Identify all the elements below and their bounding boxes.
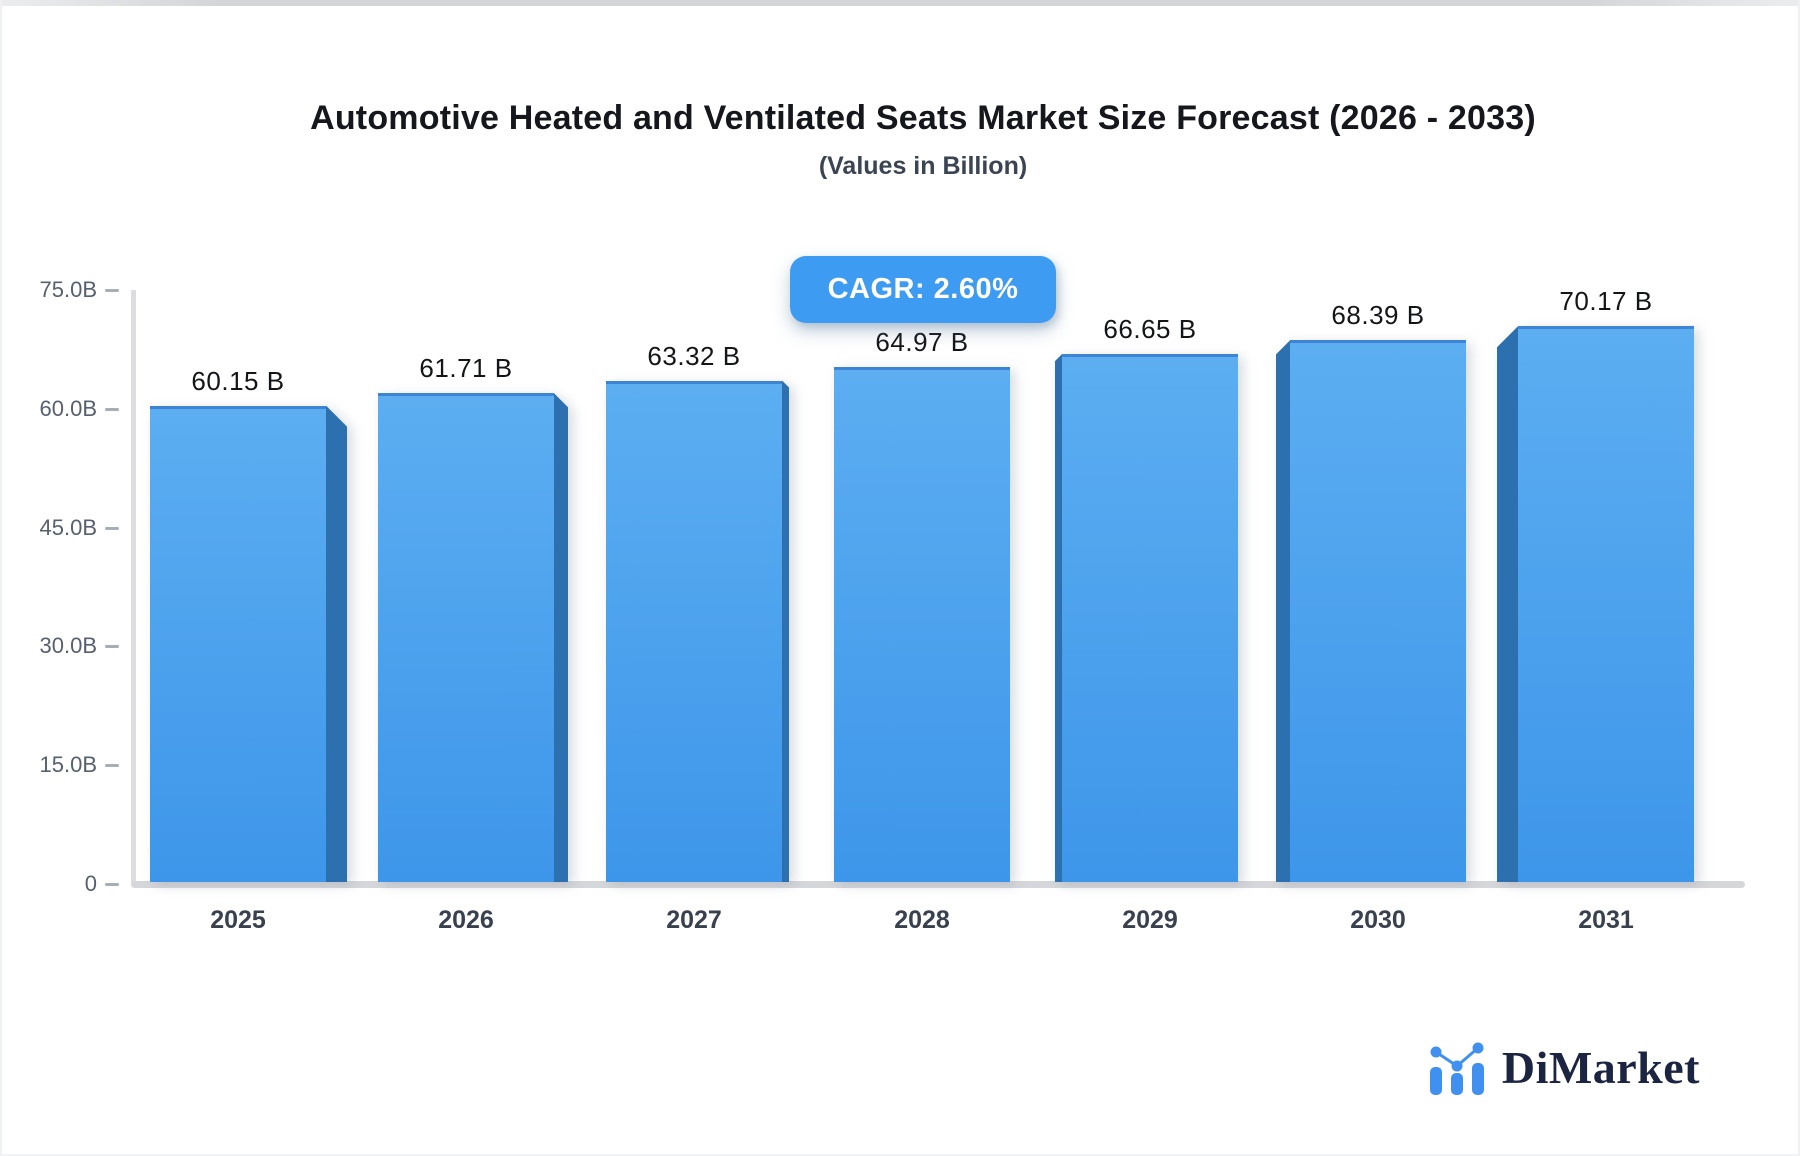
x-tick-label: 2025 [210,906,266,934]
y-tick-mark [105,764,119,768]
top-border [0,0,1800,6]
x-tick-label: 2030 [1350,906,1406,934]
bottom-border [0,1154,1800,1156]
y-tick-mark [105,526,119,530]
brand-name: DiMarket [1501,1042,1700,1093]
x-tick-label: 2029 [1122,906,1178,934]
bar-side-face [554,393,568,882]
cagr-badge-wrap: CAGR: 2.60% [46,256,1800,323]
bar[interactable] [606,380,782,882]
bar[interactable] [1062,354,1238,882]
bar-group [378,393,568,882]
left-border [0,0,2,1156]
bar-value-label: 61.71 B [419,353,513,384]
bar-side-face [1055,354,1062,882]
bar-group [606,380,789,882]
chart-title: Automotive Heated and Ventilated Seats M… [310,99,1536,137]
bar-group [1276,340,1466,882]
bar[interactable] [378,393,554,882]
bar[interactable] [1518,326,1694,882]
bar-value-label: 68.39 B [1331,300,1425,331]
bar-value-label: 70.17 B [1559,286,1653,317]
y-tick-label: 0 [84,871,97,896]
x-tick-label: 2028 [894,906,950,934]
y-tick-mark [105,407,119,411]
bar-side-face [1276,340,1290,882]
bar-group [834,367,1010,882]
right-border [1798,0,1800,1156]
bar-side-face [1497,326,1518,882]
bar-value-label: 60.15 B [191,365,285,396]
bar[interactable] [1290,340,1466,882]
chart-subtitle: (Values in Billion) [818,152,1028,180]
bar-group [1497,326,1694,882]
y-axis-line [131,290,136,884]
x-tick-label: 2026 [438,906,494,934]
bar-side-face [782,380,789,882]
bar-value-label: 63.32 B [647,340,741,371]
y-tick-mark [105,883,119,886]
y-tick-label: 75.0B [39,277,98,302]
bar-line-chart-icon [1425,1036,1489,1100]
brand-logo[interactable]: DiMarket [1425,1036,1700,1100]
bar[interactable] [150,405,326,882]
x-tick-label: 2031 [1578,906,1634,934]
bar-value-label: 64.97 B [875,327,969,358]
bar-side-face [326,405,347,882]
bar-value-label: 66.65 B [1103,314,1197,345]
y-tick-label: 60.0B [39,395,98,421]
bar-group [1055,354,1238,882]
y-tick-label: 15.0B [39,752,98,778]
cagr-badge: CAGR: 2.60% [789,256,1057,323]
bar-group [150,405,347,882]
y-tick-mark [105,645,119,649]
bar[interactable] [834,367,1010,882]
y-tick-label: 45.0B [39,514,98,540]
y-tick-label: 30.0B [39,633,98,659]
y-tick-mark [105,289,119,292]
x-tick-label: 2027 [666,906,722,934]
x-axis-baseline [131,881,1745,888]
